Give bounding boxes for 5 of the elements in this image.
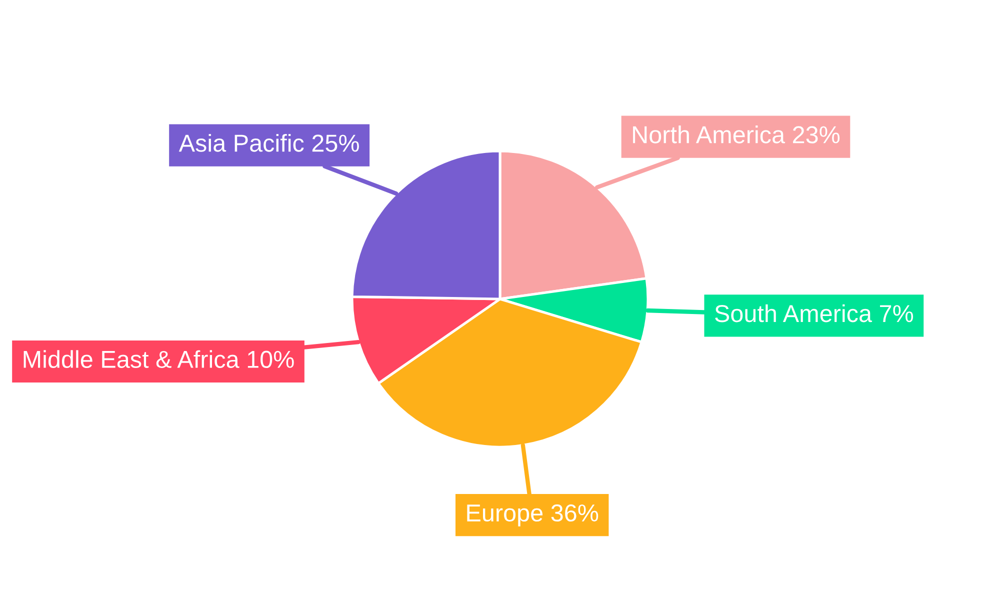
slice-label: Middle East & Africa 10% (24, 350, 294, 368)
slice-label: Asia Pacific 25% (178, 134, 359, 152)
slice-label: Europe 36% (467, 504, 598, 526)
slice-label: South America 7% (715, 304, 914, 322)
slice-label: North America 23% (633, 126, 840, 144)
